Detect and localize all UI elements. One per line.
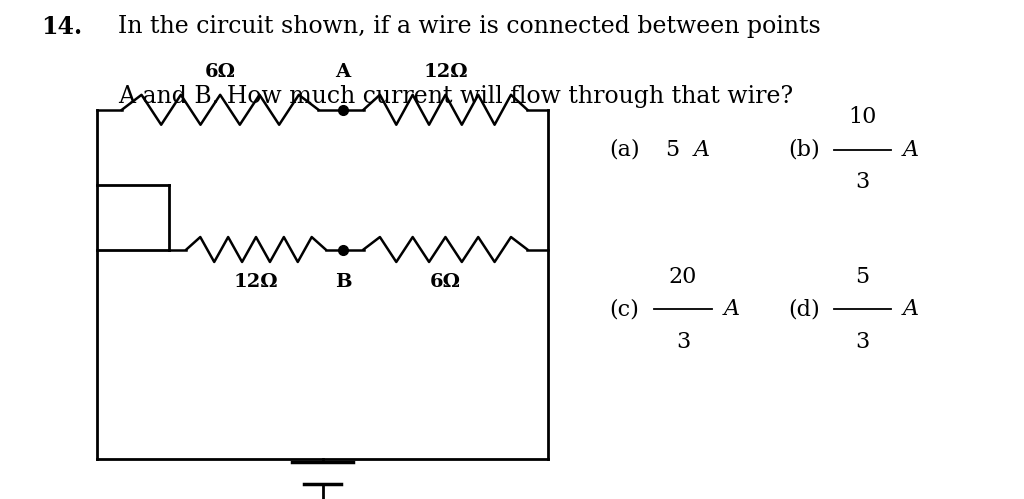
Text: In the circuit shown, if a wire is connected between points: In the circuit shown, if a wire is conne… [118, 15, 820, 38]
Text: A: A [724, 298, 740, 320]
Text: A: A [693, 139, 710, 161]
Text: A: A [903, 298, 920, 320]
Text: (d): (d) [788, 298, 820, 320]
Text: 3: 3 [676, 331, 690, 353]
Text: A: A [903, 139, 920, 161]
Text: 12Ω: 12Ω [233, 273, 279, 291]
Text: B: B [335, 273, 351, 291]
Text: (b): (b) [788, 139, 820, 161]
Text: 5: 5 [666, 139, 680, 161]
Text: 20: 20 [669, 266, 697, 288]
Text: 5: 5 [855, 266, 869, 288]
Text: 6Ω: 6Ω [205, 63, 236, 81]
Text: 3: 3 [855, 331, 869, 353]
Text: 3: 3 [855, 171, 869, 193]
Text: 10: 10 [848, 106, 877, 128]
Text: A and B. How much current will flow through that wire?: A and B. How much current will flow thro… [118, 85, 793, 108]
Text: A: A [336, 63, 350, 81]
Text: (c): (c) [609, 298, 639, 320]
Text: (a): (a) [609, 139, 640, 161]
Text: 6Ω: 6Ω [430, 273, 461, 291]
Text: 12Ω: 12Ω [423, 63, 468, 81]
Text: 14.: 14. [41, 15, 82, 39]
